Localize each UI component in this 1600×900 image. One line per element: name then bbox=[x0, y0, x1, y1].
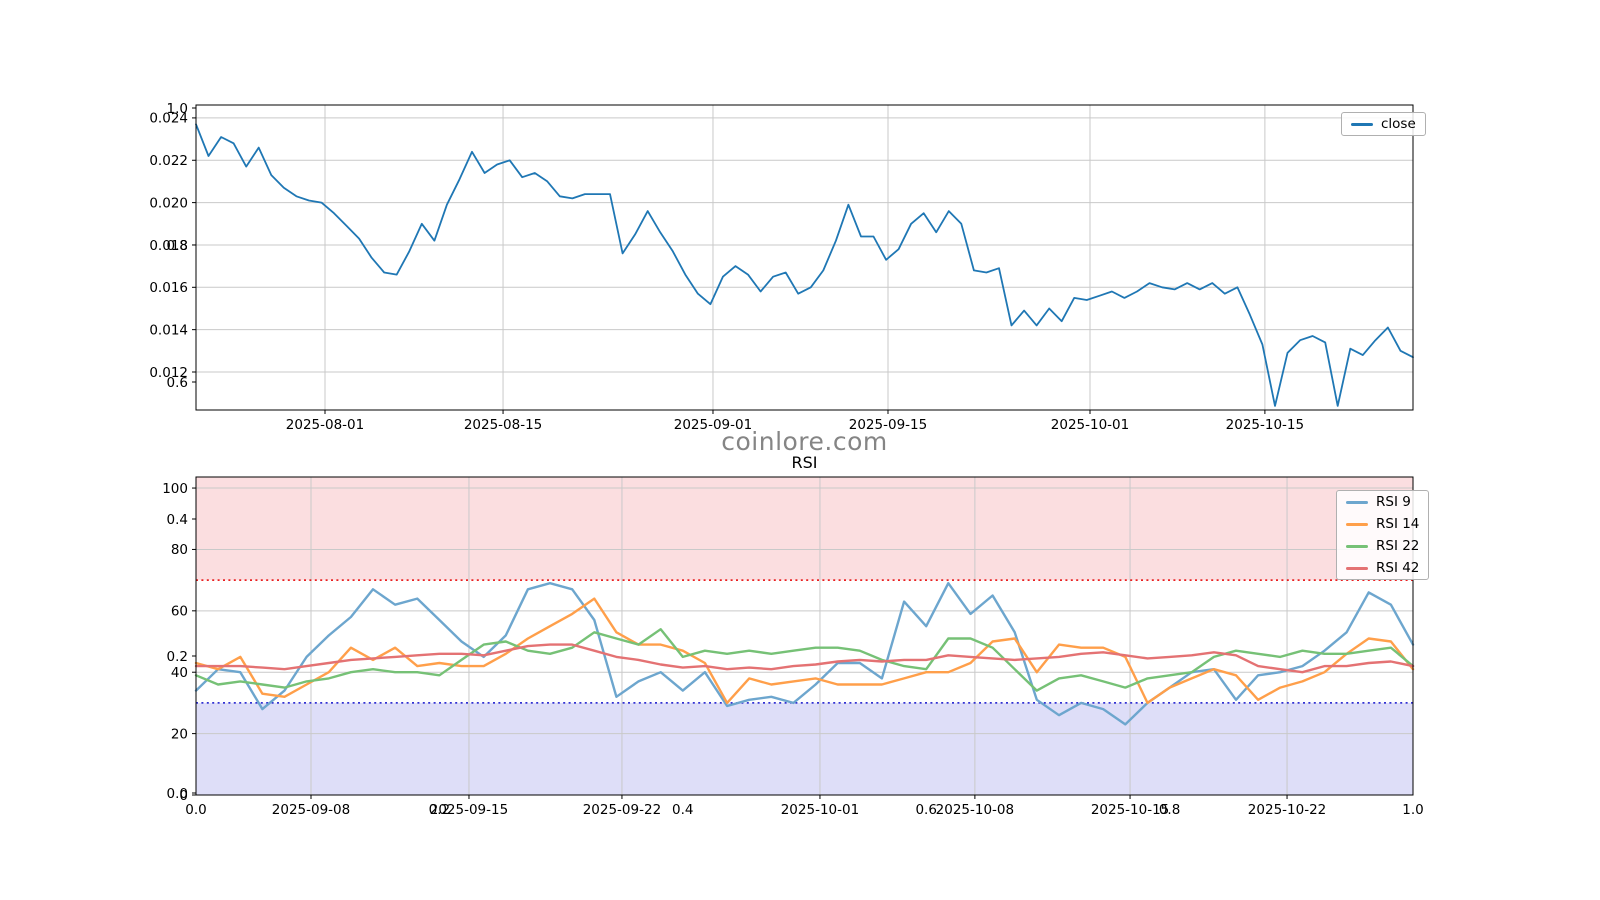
legend-label-rsi-14: RSI 14 bbox=[1376, 516, 1420, 532]
svg-text:2025-09-01: 2025-09-01 bbox=[674, 417, 752, 433]
legend-item-rsi-22: RSI 22 bbox=[1337, 535, 1428, 557]
svg-text:0.4: 0.4 bbox=[167, 512, 188, 528]
legend-label-rsi-42: RSI 42 bbox=[1376, 560, 1420, 576]
svg-text:2025-10-22: 2025-10-22 bbox=[1248, 802, 1326, 818]
watermark-text: coinlore.com bbox=[721, 427, 888, 456]
oversold-band bbox=[196, 702, 1413, 795]
svg-text:2025-10-08: 2025-10-08 bbox=[936, 802, 1014, 818]
rsi-9-legend-line-icon bbox=[1346, 500, 1368, 504]
svg-text:2025-09-22: 2025-09-22 bbox=[583, 802, 661, 818]
svg-text:100: 100 bbox=[162, 481, 188, 497]
svg-text:0.8: 0.8 bbox=[1159, 802, 1180, 818]
svg-text:0.6: 0.6 bbox=[915, 802, 936, 818]
rsi-22-legend-line-icon bbox=[1346, 544, 1368, 548]
svg-text:1.0: 1.0 bbox=[167, 101, 188, 117]
legend-label-rsi-9: RSI 9 bbox=[1376, 494, 1411, 510]
svg-text:0.014: 0.014 bbox=[149, 322, 188, 338]
svg-text:2025-10-01: 2025-10-01 bbox=[781, 802, 859, 818]
svg-text:0.0: 0.0 bbox=[167, 786, 188, 802]
legend-label-rsi-22: RSI 22 bbox=[1376, 538, 1420, 554]
svg-text:20: 20 bbox=[171, 726, 188, 742]
svg-text:0.6: 0.6 bbox=[167, 375, 188, 391]
rsi-panel-title: RSI bbox=[791, 453, 818, 472]
legend-item-rsi-42: RSI 42 bbox=[1337, 557, 1428, 579]
legend-item-rsi-14: RSI 14 bbox=[1337, 513, 1428, 535]
svg-text:2025-09-08: 2025-09-08 bbox=[272, 802, 350, 818]
legend-label-close: close bbox=[1381, 116, 1416, 132]
rsi-legend: RSI 9 RSI 14 RSI 22 RSI 42 bbox=[1336, 490, 1430, 580]
svg-text:0.2: 0.2 bbox=[429, 802, 450, 818]
svg-text:0.022: 0.022 bbox=[149, 153, 188, 169]
rsi-spines bbox=[195, 476, 1414, 796]
close-legend-line-icon bbox=[1351, 122, 1373, 126]
svg-text:2025-08-01: 2025-08-01 bbox=[286, 417, 364, 433]
rsi-14-legend-line-icon bbox=[1346, 522, 1368, 526]
rsi-22-series-line bbox=[194, 628, 1415, 692]
svg-text:0.8: 0.8 bbox=[167, 238, 188, 254]
legend-item-rsi-9: RSI 9 bbox=[1337, 491, 1428, 513]
hidden-axis-labels: 1.0 0.8 0.6 0.4 0.2 0.00.0 0.2 0.4 0.6 0.8 1.0 bbox=[167, 101, 1424, 818]
price-panel: 0.024 0.022 0.020 0.018 0.016 0.014 0.012 2025-… bbox=[149, 104, 1414, 433]
svg-text:0: 0 bbox=[179, 788, 188, 804]
overbought-band bbox=[196, 477, 1413, 581]
svg-text:2025-09-15: 2025-09-15 bbox=[430, 802, 508, 818]
svg-text:0.020: 0.020 bbox=[149, 195, 188, 211]
svg-text:2025-10-15: 2025-10-15 bbox=[1226, 417, 1304, 433]
svg-text:80: 80 bbox=[171, 542, 188, 558]
svg-text:0.0: 0.0 bbox=[185, 802, 206, 818]
svg-text:2025-10-01: 2025-10-01 bbox=[1051, 417, 1129, 433]
svg-text:0.012: 0.012 bbox=[149, 365, 188, 381]
price-tick-labels: 0.024 0.022 0.020 0.018 0.016 0.014 0.012 2025-… bbox=[149, 111, 1304, 433]
price-gridlines bbox=[196, 105, 1413, 410]
svg-text:2025-09-15: 2025-09-15 bbox=[849, 417, 927, 433]
price-legend: close bbox=[1341, 112, 1426, 136]
svg-text:40: 40 bbox=[171, 665, 188, 681]
svg-text:0.024: 0.024 bbox=[149, 111, 188, 127]
svg-text:0.016: 0.016 bbox=[149, 280, 188, 296]
svg-text:2025-08-15: 2025-08-15 bbox=[464, 417, 542, 433]
rsi-42-series-line bbox=[194, 643, 1415, 674]
rsi-panel: 100 80 60 40 20 0 2025-09-08 2025-09-15 2025-09-… bbox=[162, 476, 1415, 818]
rsi-tick-labels: 100 80 60 40 20 0 2025-09-08 2025-09-15 2025-09-… bbox=[162, 481, 1326, 818]
svg-text:0.4: 0.4 bbox=[672, 802, 693, 818]
price-spines bbox=[195, 104, 1414, 411]
svg-text:1.0: 1.0 bbox=[1402, 802, 1423, 818]
close-series-line bbox=[195, 123, 1414, 407]
svg-text:60: 60 bbox=[171, 604, 188, 620]
svg-text:2025-10-15: 2025-10-15 bbox=[1091, 802, 1169, 818]
rsi-14-series-line bbox=[194, 597, 1415, 705]
svg-text:0.2: 0.2 bbox=[167, 649, 188, 665]
rsi-42-legend-line-icon bbox=[1346, 566, 1368, 570]
legend-item-close: close bbox=[1342, 113, 1425, 135]
svg-text:0.018: 0.018 bbox=[149, 238, 188, 254]
